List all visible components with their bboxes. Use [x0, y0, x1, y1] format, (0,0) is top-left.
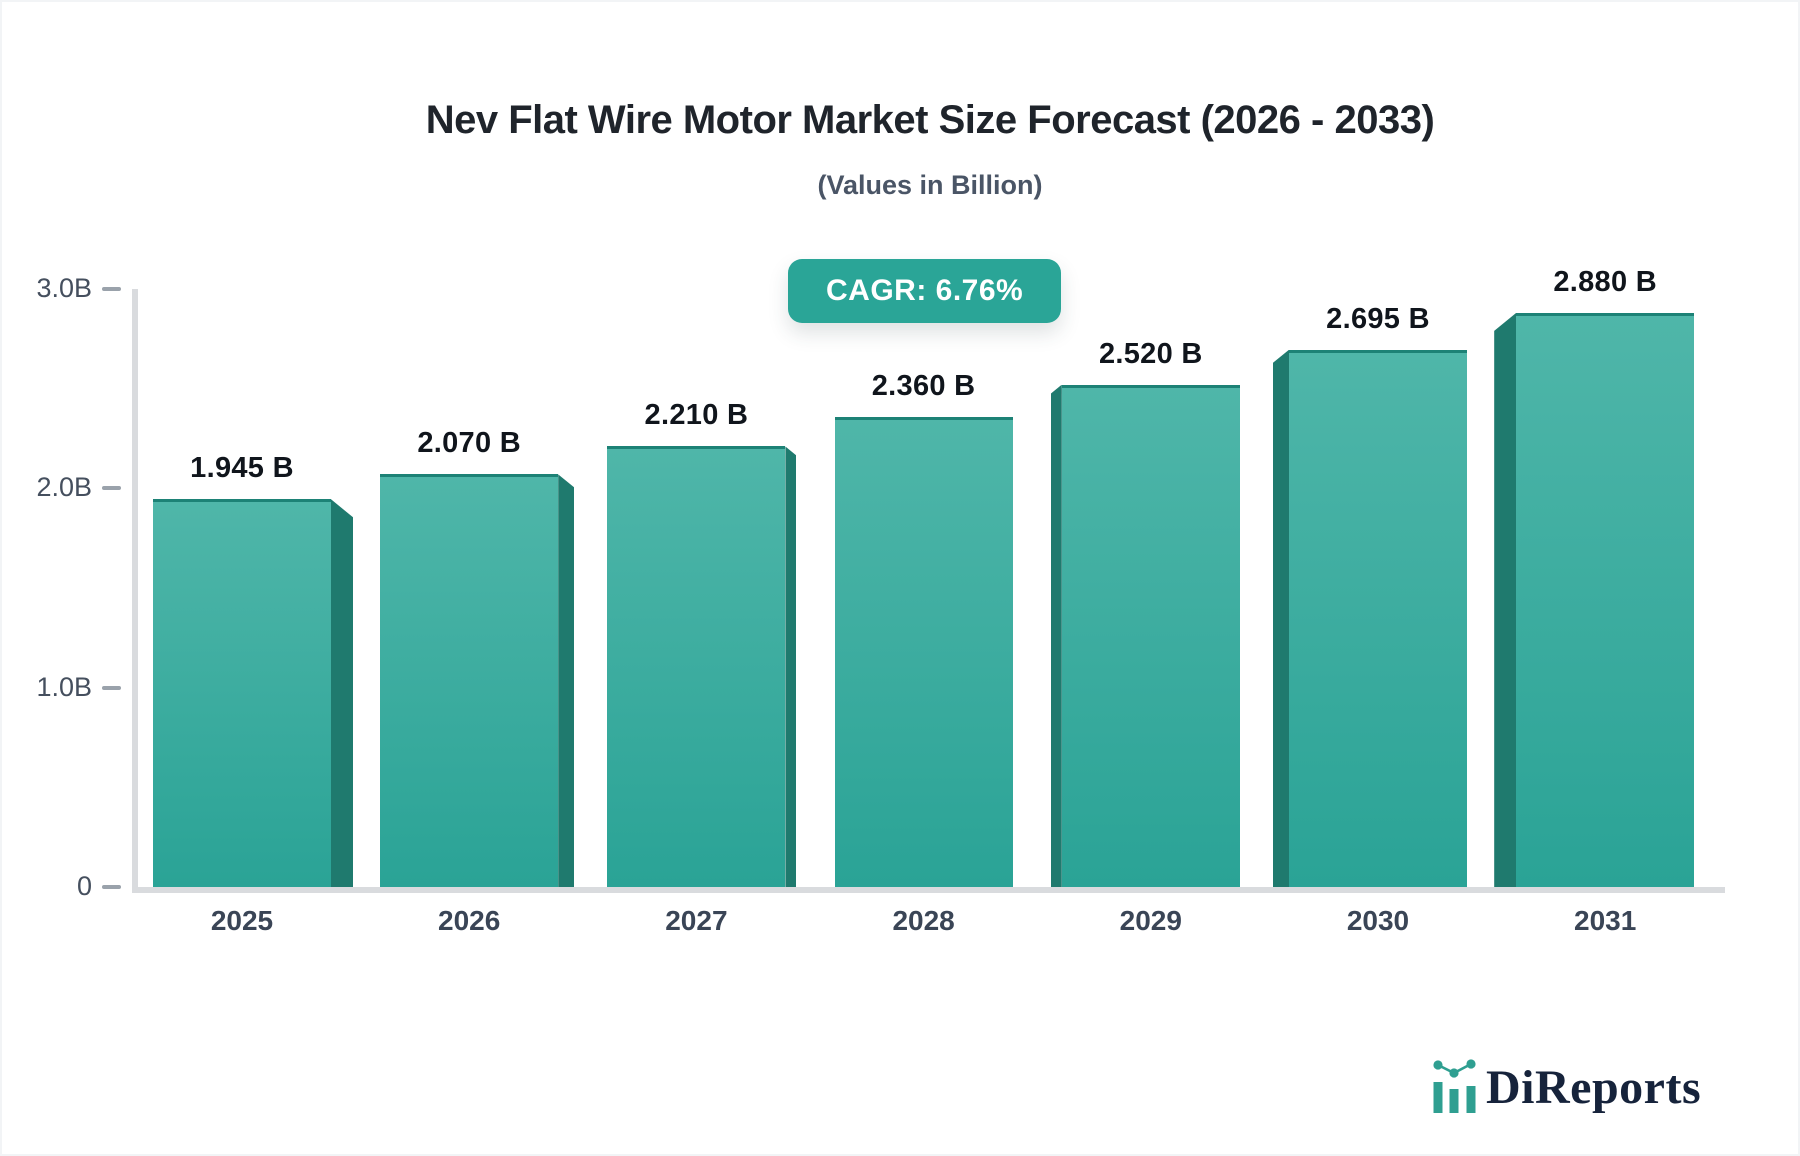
y-tick-mark: [102, 685, 121, 690]
cagr-badge: CAGR: 6.76%: [788, 259, 1062, 323]
bar: [1516, 312, 1695, 887]
y-tick-mark: [102, 486, 121, 491]
bar-3d-side: [331, 499, 353, 887]
bar: [380, 474, 559, 887]
y-tick-label: 0: [76, 871, 92, 901]
x-axis-label: 2031: [1574, 905, 1637, 936]
bar: [834, 416, 1013, 887]
bar: [153, 499, 331, 887]
bar-value-label: 2.880 B: [1553, 265, 1658, 298]
x-axis-label: 2030: [1346, 905, 1410, 936]
x-axis-label: 2028: [892, 905, 955, 936]
bar: [607, 446, 786, 887]
bar-value-label: 2.520 B: [1098, 337, 1203, 370]
y-tick-mark: [102, 885, 121, 889]
bar-value-label: 2.695 B: [1326, 302, 1430, 335]
x-axis-label: 2026: [438, 905, 501, 936]
x-axis-label: 2027: [665, 905, 728, 936]
bar-3d-side: [785, 446, 797, 887]
y-tick-label: 1.0B: [36, 671, 92, 702]
x-axis-label: 2029: [1119, 905, 1182, 936]
bar-value-label: 2.210 B: [644, 399, 749, 432]
brand-logo: DiReports: [1432, 1040, 1772, 1114]
bar-3d-side: [558, 474, 575, 887]
y-tick-label: 3.0B: [36, 273, 92, 303]
bar-value-label: 2.070 B: [417, 427, 522, 460]
bar: [1289, 349, 1467, 887]
bar-3d-side: [1494, 312, 1517, 887]
brand-chart-icon: [1433, 1059, 1476, 1113]
bar-value-label: 2.360 B: [871, 369, 976, 402]
bar-3d-side: [1050, 384, 1062, 887]
y-axis-line: [132, 289, 138, 893]
x-axis-line: [132, 887, 1725, 893]
bar-value-label: 1.945 B: [190, 452, 294, 485]
bar: [1061, 384, 1240, 887]
y-tick-label: 2.0B: [36, 472, 92, 503]
y-tick-mark: [102, 287, 121, 291]
chart-subtitle: (Values in Billion): [817, 170, 1043, 200]
x-axis-label: 2025: [210, 905, 274, 936]
brand-name: DiReports: [1486, 1061, 1702, 1114]
bar-3d-side: [1273, 349, 1289, 887]
chart-title: Nev Flat Wire Motor Market Size Forecast…: [425, 98, 1435, 142]
